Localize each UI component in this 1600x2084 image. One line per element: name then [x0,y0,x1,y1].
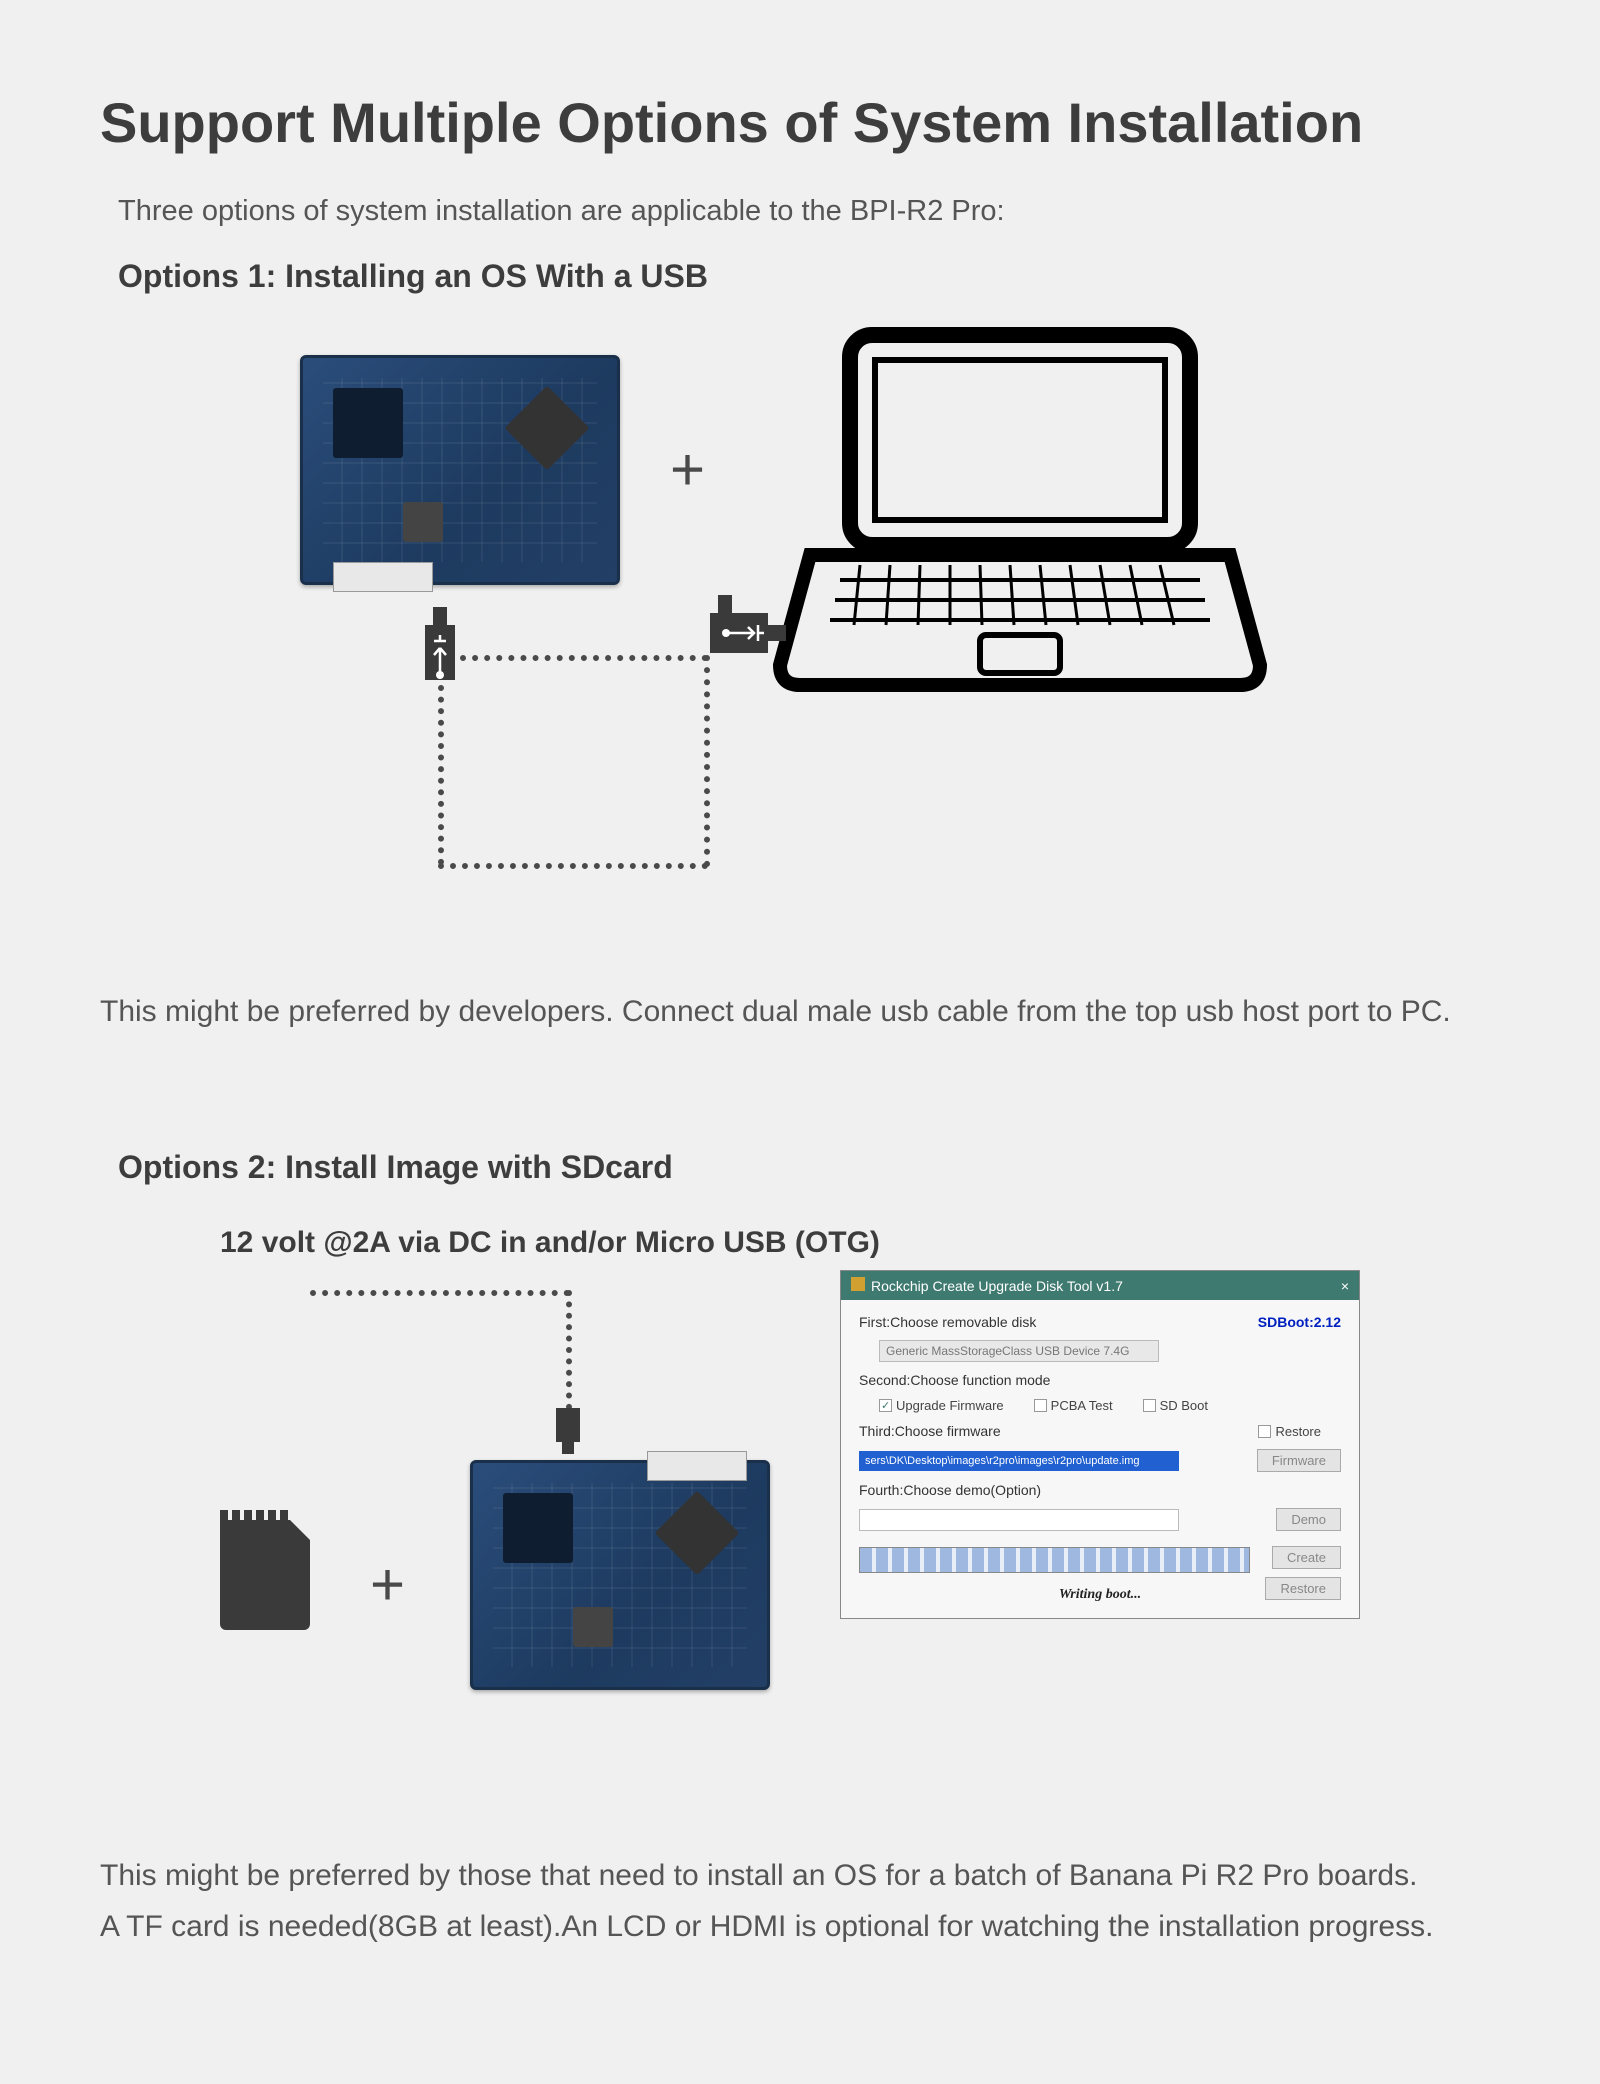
mode-upgrade-checkbox[interactable]: Upgrade Firmware [879,1398,1004,1413]
option1-caption: This might be preferred by developers. C… [100,995,1500,1029]
option2-caption: This might be preferred by those that ne… [100,1850,1500,1952]
page-title: Support Multiple Options of System Insta… [100,90,1500,155]
diagram-sdcard-install: + Rockchip Create Upgrade Disk Tool v1.7… [100,1280,1500,1800]
intro-text: Three options of system installation are… [118,195,1500,228]
tool-title-text: Rockchip Create Upgrade Disk Tool v1.7 [871,1278,1123,1294]
plus-icon: + [370,1550,405,1619]
mode-sdboot-checkbox[interactable]: SD Boot [1143,1398,1208,1413]
second-label: Second:Choose function mode [859,1372,1050,1388]
usb-plug-icon [710,613,768,653]
option2-title: Options 2: Install Image with SDcard [118,1149,1500,1186]
progress-bar [859,1547,1250,1573]
disk-combo[interactable]: Generic MassStorageClass USB Device 7.4G [879,1340,1159,1362]
option2-caption-line1: This might be preferred by those that ne… [100,1859,1417,1892]
usb-plug-icon [425,625,455,680]
mode-pcba-checkbox[interactable]: PCBA Test [1034,1398,1113,1413]
diagram-usb-install: + [200,335,1400,955]
option2-caption-line2: A TF card is needed(8GB at least).An LCD… [100,1910,1433,1943]
microusb-plug-icon [556,1408,580,1442]
firmware-path-input[interactable]: sers\DK\Desktop\images\r2pro\images\r2pr… [859,1451,1179,1471]
create-button[interactable]: Create [1272,1546,1341,1569]
mode-restore-checkbox[interactable]: Restore [1258,1424,1321,1439]
plus-icon: + [670,435,705,504]
restore-button[interactable]: Restore [1265,1577,1341,1600]
demo-path-input[interactable] [859,1509,1179,1531]
third-label: Third:Choose firmware [859,1423,1001,1439]
sdboot-version: SDBoot:2.12 [1258,1314,1341,1330]
tool-titlebar: Rockchip Create Upgrade Disk Tool v1.7 × [841,1271,1359,1300]
demo-button[interactable]: Demo [1276,1508,1341,1531]
laptop-icon [770,315,1270,695]
bpi-board-illustration [470,1460,770,1690]
app-icon [851,1277,865,1291]
fourth-label: Fourth:Choose demo(Option) [859,1482,1041,1498]
firmware-button[interactable]: Firmware [1257,1449,1341,1472]
first-label: First:Choose removable disk [859,1314,1036,1330]
option1-title: Options 1: Installing an OS With a USB [118,258,1500,295]
rockchip-tool-window: Rockchip Create Upgrade Disk Tool v1.7 ×… [840,1270,1360,1619]
sdcard-icon [220,1520,310,1630]
bpi-board-illustration [300,355,620,585]
close-icon[interactable]: × [1341,1278,1349,1294]
power-note: 12 volt @2A via DC in and/or Micro USB (… [220,1226,1500,1260]
